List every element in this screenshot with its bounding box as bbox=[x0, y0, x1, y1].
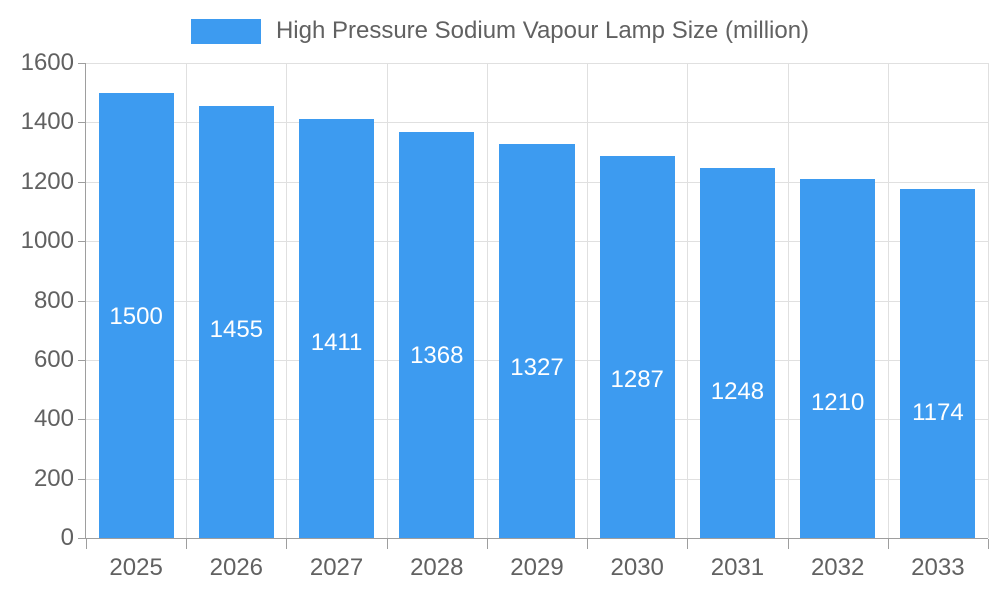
y-axis-tick-label: 600 bbox=[33, 345, 74, 373]
x-axis-tick-mark bbox=[186, 539, 187, 549]
y-axis: 0 200 400 600 800 1000 1200 1400 1600 bbox=[0, 0, 86, 600]
y-axis-tick-mark bbox=[78, 181, 86, 183]
x-axis-line bbox=[86, 538, 988, 539]
bar[interactable] bbox=[499, 144, 575, 538]
bar[interactable] bbox=[800, 178, 876, 538]
x-axis-tick-mark bbox=[286, 539, 287, 549]
bar[interactable] bbox=[399, 131, 475, 538]
gridline-vertical bbox=[787, 63, 789, 538]
x-axis-tick-label: 2030 bbox=[610, 554, 664, 581]
bar[interactable] bbox=[900, 189, 976, 538]
y-axis-tick-mark bbox=[78, 63, 86, 64]
gridline-horizontal bbox=[86, 122, 988, 124]
x-axis-tick-label: 2031 bbox=[710, 554, 765, 581]
x-axis-tick-label: 2028 bbox=[410, 554, 464, 581]
y-axis-tick-mark bbox=[78, 122, 86, 124]
x-axis-tick-mark bbox=[387, 539, 388, 549]
x-axis-tick-mark bbox=[988, 539, 989, 549]
y-axis-tick-label: 800 bbox=[33, 286, 74, 314]
y-axis-tick-mark bbox=[78, 359, 86, 361]
y-axis-tick-mark bbox=[78, 478, 86, 480]
y-axis-tick-label: 1000 bbox=[20, 227, 74, 255]
y-axis-tick-mark bbox=[78, 419, 86, 421]
x-axis-tick-label: 2033 bbox=[911, 554, 965, 581]
x-axis-tick-mark bbox=[788, 539, 789, 549]
y-axis-tick-label: 1600 bbox=[20, 49, 74, 76]
x-axis-tick-label: 2032 bbox=[810, 554, 865, 581]
y-axis-tick-label: 400 bbox=[33, 405, 74, 433]
x-axis-tick-mark bbox=[687, 539, 688, 549]
y-axis-tick-mark bbox=[78, 241, 86, 243]
x-axis-tick-mark bbox=[487, 539, 488, 549]
y-axis-tick-label: 200 bbox=[33, 464, 74, 492]
y-axis-tick-mark bbox=[78, 538, 86, 539]
legend-color-swatch bbox=[190, 18, 261, 44]
gridline-vertical bbox=[286, 63, 288, 538]
gridline-vertical bbox=[386, 63, 388, 538]
y-axis-tick-label: 0 bbox=[60, 524, 74, 551]
legend-item[interactable]: High Pressure Sodium Vapour Lamp Size (m… bbox=[190, 17, 810, 44]
y-axis-tick-label: 1200 bbox=[20, 167, 74, 195]
bar[interactable] bbox=[198, 106, 274, 538]
legend-label: High Pressure Sodium Vapour Lamp Size (m… bbox=[275, 17, 810, 44]
gridline-vertical bbox=[486, 63, 488, 538]
chart-legend: High Pressure Sodium Vapour Lamp Size (m… bbox=[0, 10, 1000, 52]
bar[interactable] bbox=[599, 155, 675, 538]
x-axis-tick-label: 2029 bbox=[510, 554, 564, 581]
x-axis-tick-mark bbox=[587, 539, 588, 549]
gridline-vertical bbox=[587, 63, 589, 538]
x-axis-tick-label: 2026 bbox=[209, 554, 264, 581]
y-axis-tick-label: 1400 bbox=[20, 108, 74, 136]
bar[interactable] bbox=[298, 119, 375, 538]
gridline-vertical bbox=[887, 63, 889, 538]
bar[interactable] bbox=[98, 92, 174, 538]
bar[interactable] bbox=[699, 167, 776, 538]
x-axis-tick-mark bbox=[888, 539, 889, 549]
gridline-vertical bbox=[988, 63, 989, 538]
x-axis-tick-mark bbox=[86, 539, 87, 549]
x-axis-tick-label: 2025 bbox=[109, 554, 163, 581]
x-axis-tick-label: 2027 bbox=[309, 554, 364, 581]
gridline-vertical bbox=[687, 63, 689, 538]
y-axis-tick-mark bbox=[78, 300, 86, 302]
gridline-horizontal bbox=[86, 63, 988, 64]
gridline-vertical bbox=[186, 63, 188, 538]
